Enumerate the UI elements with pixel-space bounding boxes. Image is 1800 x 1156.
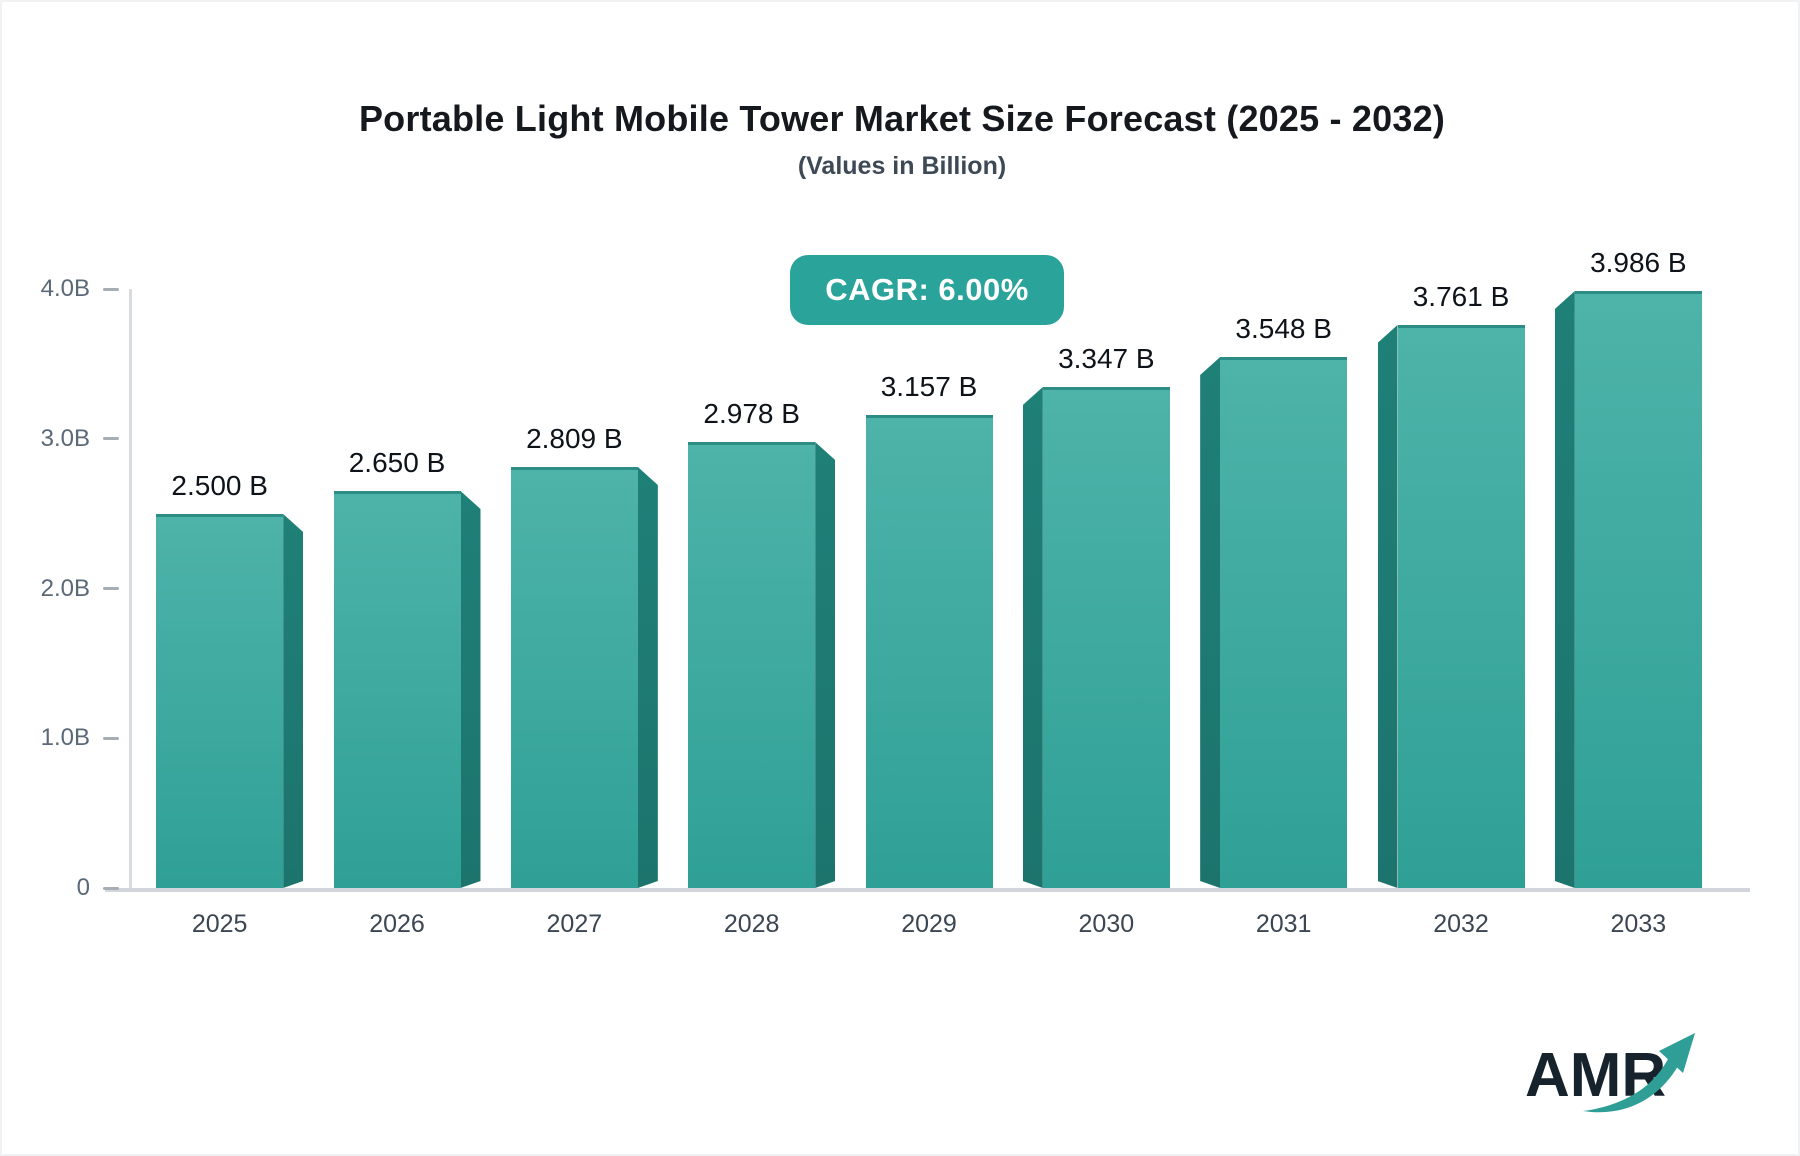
bar-value-label-2028: 2.978 B: [703, 398, 800, 429]
y-tick-label-2.0B: 2.0B: [40, 574, 90, 602]
bar-2025: [156, 514, 284, 888]
x-tick-label-2028: 2028: [723, 910, 780, 938]
x-tick-label-2032: 2032: [1433, 910, 1489, 938]
bar-2032: [1397, 325, 1525, 888]
bar-2026-side-face: [461, 491, 481, 888]
y-tick-mark-4.0B: [103, 287, 119, 291]
amr-logo-arrow-head: [1659, 1033, 1695, 1073]
amr-logo-graphic: AMR: [1525, 1033, 1695, 1113]
bar-2028-side-face: [815, 442, 835, 888]
y-tick-mark-1.0B: [103, 736, 119, 740]
bar-2028: [688, 442, 816, 888]
y-axis: 4.0B 3.0B 2.0B 1.0B 0: [2, 275, 131, 901]
bar-2025-side-face: [283, 514, 303, 888]
chart-title: Portable Light Mobile Tower Market Size …: [358, 98, 1446, 139]
x-tick-label-2030: 2030: [1078, 910, 1135, 938]
x-tick-label-2029: 2029: [901, 910, 957, 938]
y-tick-label-4.0B: 4.0B: [40, 275, 90, 302]
y-axis-line: [129, 289, 132, 890]
bar-2031-side-face: [1200, 357, 1220, 888]
bar-2031: [1220, 357, 1348, 888]
bar-value-label-2030: 3.347 B: [1058, 343, 1155, 374]
y-tick-label-0: 0: [76, 874, 90, 901]
brand-logo: AMR: [1497, 1017, 1712, 1117]
y-tick-label-3.0B: 3.0B: [40, 424, 90, 452]
bar-value-label-2031: 3.548 B: [1235, 313, 1332, 344]
cagr-badge-label: CAGR: 6.00%: [825, 272, 1029, 307]
bar-value-label-2032: 3.761 B: [1412, 281, 1510, 312]
x-tick-label-2027: 2027: [546, 910, 603, 938]
x-axis-labels: 2025 2026 2027 2028 2029 2030 2031 2032 2033: [131, 910, 1727, 950]
bar-2030: [1042, 387, 1170, 888]
bar-value-label-2033: 3.986 B: [1590, 247, 1687, 278]
chart-subtitle: (Values in Billion): [797, 152, 1007, 180]
bar-value-label-2025: 2.500 B: [171, 470, 268, 501]
bar-value-label-2027: 2.809 B: [526, 423, 623, 454]
bar-2032-side-face: [1378, 325, 1398, 888]
bar-2027-side-face: [638, 467, 658, 888]
bar-2030-side-face: [1023, 387, 1043, 888]
x-tick-label-2033: 2033: [1610, 910, 1667, 938]
amr-logo-arrow-swoosh: [1583, 1057, 1678, 1113]
plot-area: 2.500 B 2.650 B 2.809 B 2.978 B 3.157 B 3.347…: [131, 247, 1727, 888]
cagr-badge: CAGR: 6.00%: [790, 255, 1064, 325]
bar-2027: [510, 467, 638, 888]
y-tick-label-1.0B: 1.0B: [40, 724, 90, 752]
y-tick-mark-0: [103, 886, 119, 890]
y-tick-mark-2.0B: [103, 587, 119, 590]
y-tick-mark-3.0B: [103, 437, 119, 441]
bar-2026: [333, 491, 461, 888]
x-tick-label-2026: 2026: [369, 910, 425, 938]
x-axis-line: [105, 888, 1750, 892]
bar-2029: [865, 415, 993, 888]
x-tick-label-2031: 2031: [1255, 910, 1312, 938]
bar-value-label-2026: 2.650 B: [348, 447, 446, 478]
bar-value-label-2029: 3.157 B: [880, 371, 978, 402]
bar-2033-side-face: [1555, 291, 1575, 888]
bar-2033: [1574, 291, 1702, 888]
x-tick-label-2025: 2025: [191, 910, 248, 938]
